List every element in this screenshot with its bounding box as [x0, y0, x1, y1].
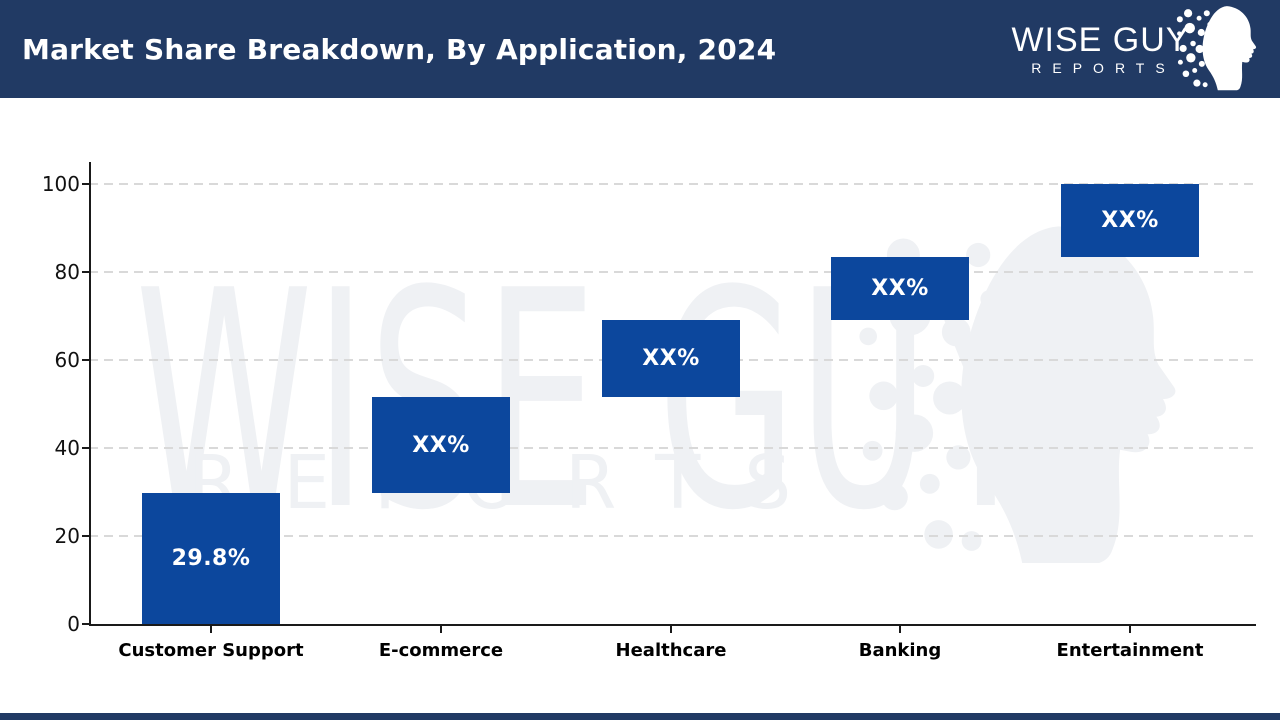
gridline	[89, 183, 1255, 185]
x-tick-mark	[670, 626, 672, 633]
y-axis	[89, 162, 91, 626]
bar-value-label: XX%	[642, 346, 700, 371]
y-tick-label: 100	[41, 172, 80, 196]
bar-value-label: 29.8%	[171, 546, 251, 571]
x-axis	[89, 624, 1256, 626]
gridline	[89, 535, 1255, 537]
x-tick-label: E-commerce	[378, 640, 504, 661]
bar-healthcare: XX%	[602, 320, 740, 397]
y-tick-label: 40	[54, 436, 80, 460]
x-tick-label: Entertainment	[1056, 640, 1204, 661]
bar-entertainment: XX%	[1061, 184, 1199, 257]
y-tick-label: 20	[54, 524, 80, 548]
y-tick-mark	[82, 183, 90, 185]
y-tick-label: 60	[54, 348, 80, 372]
bar-e-commerce: XX%	[372, 397, 510, 493]
wise-guy-reports-logo: WISE GUY REPORTS	[1011, 5, 1258, 93]
logo-wordmark: WISE GUY	[1011, 21, 1190, 59]
x-tick-label: Customer Support	[118, 640, 304, 661]
x-tick-mark	[440, 626, 442, 633]
bar-value-label: XX%	[1101, 208, 1159, 233]
y-tick-mark	[82, 535, 90, 537]
gridline	[89, 447, 1255, 449]
bar-customer-support: 29.8%	[142, 493, 280, 624]
y-tick-mark	[82, 271, 90, 273]
x-tick-label: Healthcare	[615, 640, 727, 661]
logo-text: WISE GUY REPORTS	[1011, 22, 1189, 76]
x-tick-mark	[899, 626, 901, 633]
logo-subtitle: REPORTS	[1031, 60, 1176, 76]
bar-value-label: XX%	[871, 276, 929, 301]
bar-value-label: XX%	[412, 432, 470, 458]
y-tick-label: 80	[54, 260, 80, 284]
header: Market Share Breakdown, By Application, …	[0, 0, 1280, 98]
x-tick-mark	[210, 626, 212, 633]
y-tick-mark	[82, 359, 90, 361]
y-tick-mark	[82, 623, 90, 625]
watermark-text-reports: REPORTS	[188, 440, 836, 526]
gridline	[89, 271, 1255, 273]
x-tick-label: Banking	[858, 640, 942, 661]
y-tick-label: 0	[67, 612, 80, 636]
bar-banking: XX%	[831, 257, 969, 320]
x-tick-mark	[1129, 626, 1131, 633]
y-tick-mark	[82, 447, 90, 449]
chart-title: Market Share Breakdown, By Application, …	[22, 32, 777, 66]
logo-face-icon	[1176, 5, 1259, 93]
footer-bar	[0, 713, 1280, 720]
